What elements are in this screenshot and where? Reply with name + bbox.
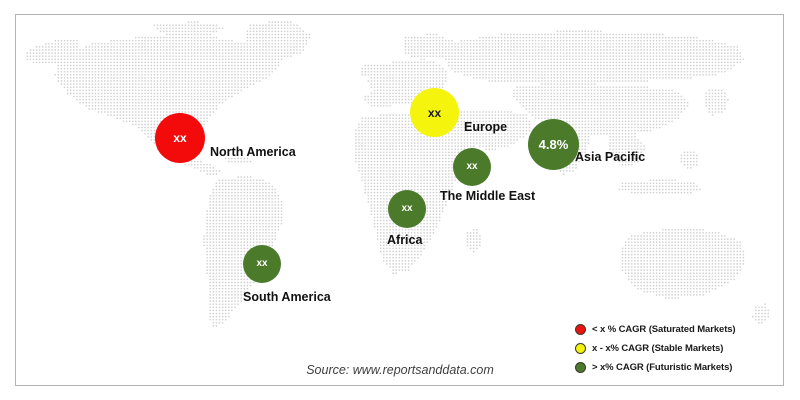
legend-swatch-red-icon (575, 324, 586, 335)
legend-item-futuristic: > x% CAGR (Futuristic Markets) (575, 358, 745, 377)
bubble-value-africa: xx (401, 203, 413, 214)
legend-item-stable: x - x% CAGR (Stable Markets) (575, 339, 745, 358)
label-north-america: North America (210, 145, 296, 159)
bubble-value-middle-east: xx (466, 161, 478, 172)
bubble-middle-east[interactable]: xx (453, 148, 491, 186)
label-africa: Africa (387, 233, 423, 247)
bubble-value-south-america: xx (256, 258, 268, 269)
label-south-america: South America (243, 290, 331, 304)
legend-item-saturated: < x % CAGR (Saturated Markets) (575, 320, 745, 339)
bubble-europe[interactable]: xx (410, 88, 459, 137)
bubble-north-america[interactable]: xx (155, 113, 205, 163)
source-attribution: Source: www.reportsanddata.com (306, 363, 494, 377)
legend-swatch-green-icon (575, 362, 586, 373)
bubble-south-america[interactable]: xx (243, 245, 281, 283)
label-europe: Europe (464, 120, 508, 134)
bubble-value-europe: xx (427, 105, 442, 120)
bubble-value-asia-pacific: 4.8% (538, 137, 569, 152)
legend-swatch-yellow-icon (575, 343, 586, 354)
legend-label-stable: x - x% CAGR (Stable Markets) (592, 343, 724, 354)
label-asia-pacific: Asia Pacific (575, 150, 646, 164)
bubble-africa[interactable]: xx (388, 190, 426, 228)
label-middle-east: The Middle East (440, 189, 536, 203)
legend-label-futuristic: > x% CAGR (Futuristic Markets) (592, 362, 733, 373)
bubble-value-north-america: xx (173, 131, 187, 145)
legend-label-saturated: < x % CAGR (Saturated Markets) (592, 324, 736, 335)
bubble-asia-pacific[interactable]: 4.8% (528, 119, 579, 170)
legend: < x % CAGR (Saturated Markets) x - x% CA… (575, 320, 745, 377)
